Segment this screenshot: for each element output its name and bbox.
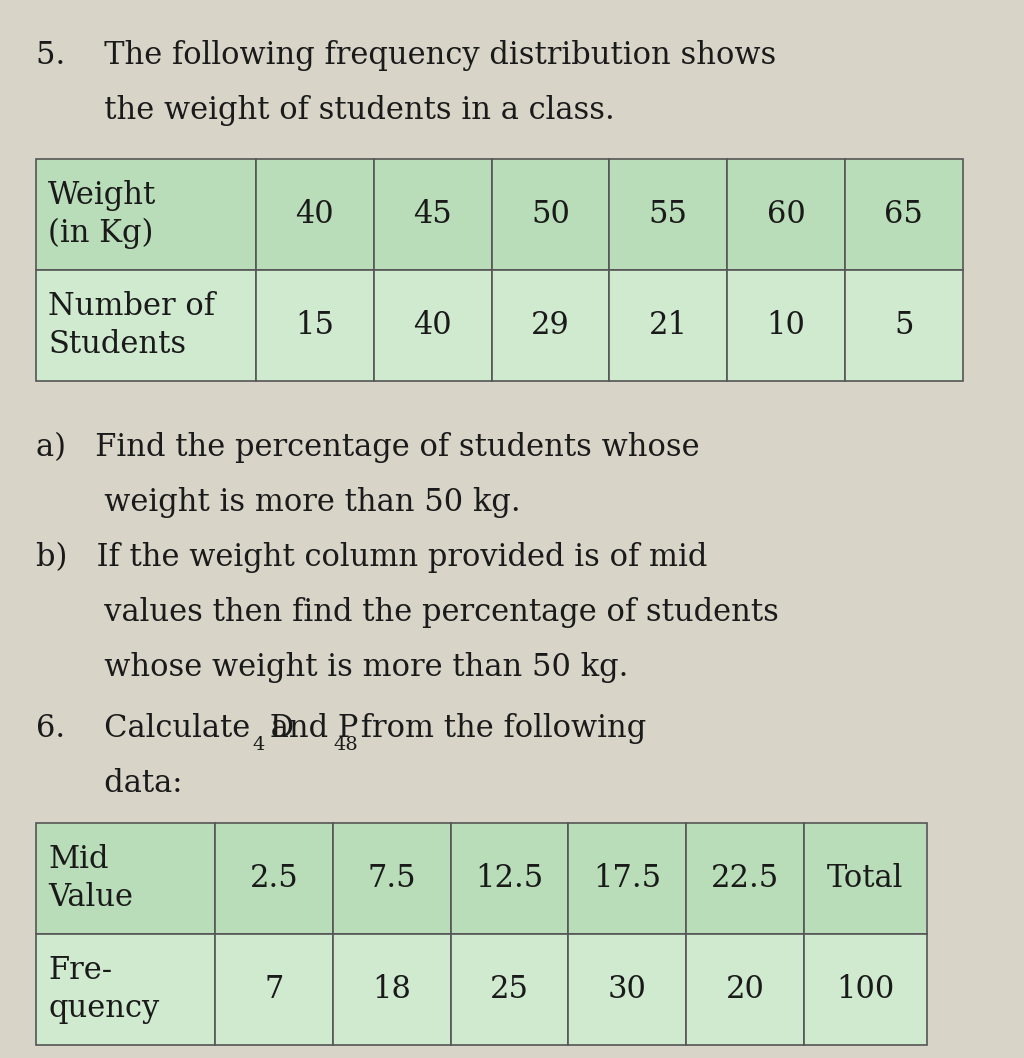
Bar xyxy=(451,823,568,934)
Bar xyxy=(36,270,256,381)
Text: values then find the percentage of students: values then find the percentage of stude… xyxy=(36,597,778,627)
Bar xyxy=(609,270,727,381)
Text: 7.5: 7.5 xyxy=(368,863,416,894)
Text: and P: and P xyxy=(261,713,358,744)
Text: Fre-
quency: Fre- quency xyxy=(48,955,160,1024)
Bar xyxy=(727,159,845,270)
Bar xyxy=(686,934,804,1045)
Text: 5: 5 xyxy=(894,310,913,341)
Bar xyxy=(492,159,609,270)
Bar xyxy=(374,270,492,381)
Text: Total: Total xyxy=(827,863,903,894)
Text: whose weight is more than 50 kg.: whose weight is more than 50 kg. xyxy=(36,652,628,682)
Bar xyxy=(845,159,963,270)
Text: a)   Find the percentage of students whose: a) Find the percentage of students whose xyxy=(36,432,699,463)
Text: 45: 45 xyxy=(414,199,452,230)
Bar xyxy=(36,823,215,934)
Bar xyxy=(36,934,215,1045)
Text: b)   If the weight column provided is of mid: b) If the weight column provided is of m… xyxy=(36,542,708,573)
Text: 100: 100 xyxy=(837,974,894,1005)
Text: 60: 60 xyxy=(767,199,805,230)
Bar xyxy=(333,934,451,1045)
Text: Number of
Students: Number of Students xyxy=(48,291,215,360)
Text: 5.    The following frequency distribution shows: 5. The following frequency distribution … xyxy=(36,40,776,71)
Bar xyxy=(609,159,727,270)
Bar xyxy=(256,270,374,381)
Text: data:: data: xyxy=(36,768,182,799)
Bar xyxy=(727,270,845,381)
Text: 22.5: 22.5 xyxy=(711,863,779,894)
Text: 17.5: 17.5 xyxy=(593,863,662,894)
Text: 18: 18 xyxy=(373,974,411,1005)
Text: 65: 65 xyxy=(885,199,923,230)
Bar xyxy=(256,159,374,270)
Text: 12.5: 12.5 xyxy=(475,863,544,894)
Bar xyxy=(215,823,333,934)
Text: 29: 29 xyxy=(531,310,569,341)
Bar xyxy=(36,159,256,270)
Text: 40: 40 xyxy=(414,310,452,341)
Text: 10: 10 xyxy=(767,310,805,341)
Bar xyxy=(804,934,927,1045)
Text: the weight of students in a class.: the weight of students in a class. xyxy=(36,95,614,126)
Text: 40: 40 xyxy=(296,199,334,230)
Text: weight is more than 50 kg.: weight is more than 50 kg. xyxy=(36,487,520,517)
Text: 15: 15 xyxy=(295,310,335,341)
Text: from the following: from the following xyxy=(350,713,646,744)
Bar xyxy=(451,934,568,1045)
Bar xyxy=(333,823,451,934)
Text: 20: 20 xyxy=(726,974,764,1005)
Bar xyxy=(568,823,686,934)
Text: 21: 21 xyxy=(648,310,688,341)
Text: 6.    Calculate  D: 6. Calculate D xyxy=(36,713,294,744)
Text: Mid
Value: Mid Value xyxy=(48,844,133,913)
Bar xyxy=(374,159,492,270)
Bar xyxy=(804,823,927,934)
Text: 7: 7 xyxy=(264,974,284,1005)
Text: 25: 25 xyxy=(489,974,529,1005)
Bar xyxy=(568,934,686,1045)
Text: 4: 4 xyxy=(252,736,265,754)
Bar xyxy=(492,270,609,381)
Text: 48: 48 xyxy=(333,736,358,754)
Text: 2.5: 2.5 xyxy=(250,863,298,894)
Bar xyxy=(845,270,963,381)
Text: 55: 55 xyxy=(648,199,688,230)
Text: Weight
(in Kg): Weight (in Kg) xyxy=(48,180,157,249)
Bar xyxy=(215,934,333,1045)
Text: 30: 30 xyxy=(608,974,646,1005)
Text: 50: 50 xyxy=(531,199,569,230)
Bar xyxy=(686,823,804,934)
